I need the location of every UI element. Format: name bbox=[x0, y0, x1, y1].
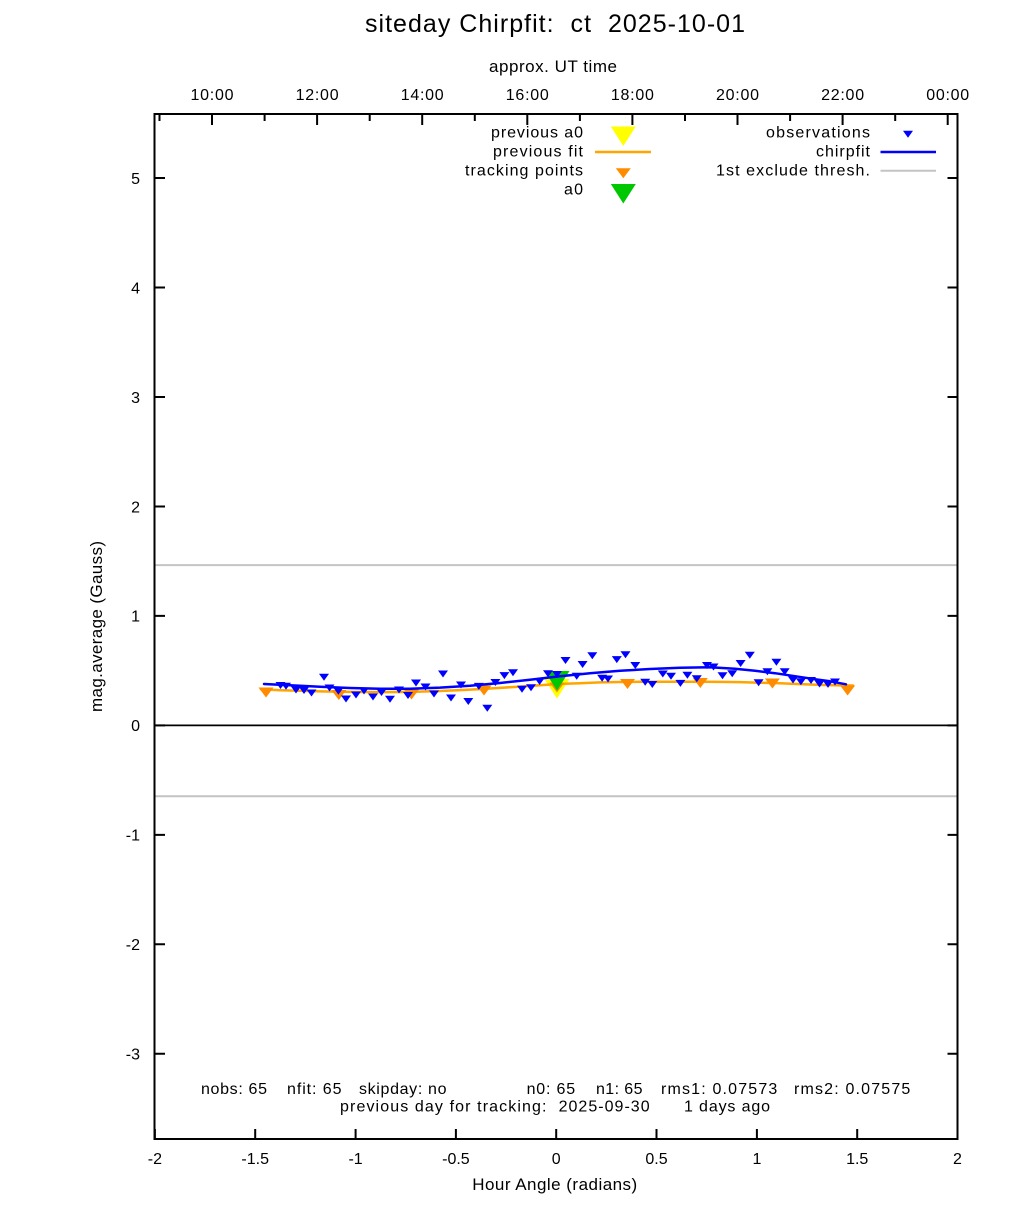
svg-text:0: 0 bbox=[552, 1151, 561, 1168]
svg-text:14:00: 14:00 bbox=[401, 87, 444, 104]
svg-text:tracking points: tracking points bbox=[465, 163, 583, 180]
svg-text:-3: -3 bbox=[126, 1047, 140, 1064]
svg-text:18:00: 18:00 bbox=[611, 87, 654, 104]
svg-text:nfit: 65: nfit: 65 bbox=[287, 1081, 342, 1098]
svg-text:rms2: 0.07575: rms2: 0.07575 bbox=[794, 1081, 910, 1098]
svg-text:0.5: 0.5 bbox=[645, 1151, 667, 1168]
svg-text:3: 3 bbox=[131, 390, 140, 407]
svg-text:4: 4 bbox=[131, 280, 140, 297]
svg-text:-0.5: -0.5 bbox=[442, 1151, 470, 1168]
svg-text:1: 1 bbox=[131, 609, 140, 626]
svg-text:previous a0: previous a0 bbox=[491, 125, 583, 142]
svg-text:12:00: 12:00 bbox=[296, 87, 339, 104]
svg-text:siteday Chirpfit: ct 2025-10: siteday Chirpfit: ct 2025-10-01 bbox=[365, 10, 745, 38]
svg-text:00:00: 00:00 bbox=[926, 87, 969, 104]
svg-text:1 days ago: 1 days ago bbox=[684, 1098, 770, 1115]
svg-text:1: 1 bbox=[752, 1151, 761, 1168]
svg-text:5: 5 bbox=[131, 171, 140, 188]
svg-text:-2: -2 bbox=[126, 937, 140, 954]
svg-text:chirpfit: chirpfit bbox=[816, 144, 871, 161]
svg-text:-2: -2 bbox=[148, 1151, 162, 1168]
svg-text:a0: a0 bbox=[564, 182, 583, 199]
svg-text:1.5: 1.5 bbox=[846, 1151, 868, 1168]
svg-text:22:00: 22:00 bbox=[821, 87, 864, 104]
svg-text:skipday: no: skipday: no bbox=[359, 1081, 447, 1098]
svg-text:-1: -1 bbox=[348, 1151, 362, 1168]
svg-text:2: 2 bbox=[953, 1151, 962, 1168]
svg-text:n0: 65: n0: 65 bbox=[527, 1081, 576, 1098]
svg-text:1st exclude thresh.: 1st exclude thresh. bbox=[716, 163, 870, 180]
svg-text:0: 0 bbox=[131, 718, 140, 735]
svg-text:nobs: 65: nobs: 65 bbox=[201, 1081, 267, 1098]
svg-text:10:00: 10:00 bbox=[191, 87, 234, 104]
svg-text:Hour Angle (radians): Hour Angle (radians) bbox=[472, 1175, 637, 1194]
svg-text:-1: -1 bbox=[126, 828, 140, 845]
svg-text:rms1: 0.07573: rms1: 0.07573 bbox=[661, 1081, 777, 1098]
svg-text:16:00: 16:00 bbox=[506, 87, 549, 104]
svg-text:-1.5: -1.5 bbox=[241, 1151, 269, 1168]
svg-text:2: 2 bbox=[131, 499, 140, 516]
svg-text:mag.average (Gauss): mag.average (Gauss) bbox=[87, 541, 106, 712]
svg-text:2025-09-30: 2025-09-30 bbox=[559, 1098, 650, 1115]
svg-text:n1: 65: n1: 65 bbox=[596, 1081, 643, 1098]
svg-text:approx. UT time: approx. UT time bbox=[489, 57, 617, 76]
svg-text:previous day for tracking:: previous day for tracking: bbox=[340, 1098, 547, 1115]
svg-text:20:00: 20:00 bbox=[716, 87, 759, 104]
svg-text:observations: observations bbox=[766, 125, 870, 142]
svg-text:previous fit: previous fit bbox=[493, 144, 584, 161]
